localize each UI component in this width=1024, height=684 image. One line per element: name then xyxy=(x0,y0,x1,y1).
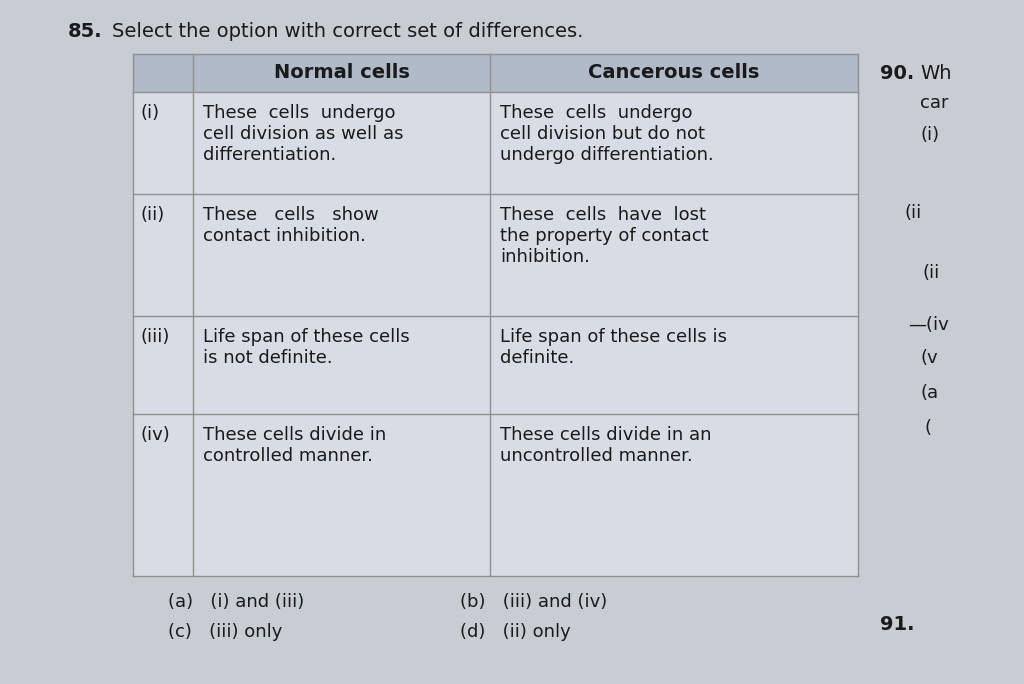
Text: Wh: Wh xyxy=(920,64,951,83)
Text: These cells divide in an
uncontrolled manner.: These cells divide in an uncontrolled ma… xyxy=(500,426,712,465)
Text: —(iv: —(iv xyxy=(908,316,949,334)
Text: These  cells  undergo
cell division but do not
undergo differentiation.: These cells undergo cell division but do… xyxy=(500,104,714,163)
Text: (i): (i) xyxy=(141,104,160,122)
Text: 91.: 91. xyxy=(880,614,914,633)
Text: (a: (a xyxy=(920,384,938,402)
Bar xyxy=(133,54,858,92)
Text: (d)   (ii) only: (d) (ii) only xyxy=(460,623,570,641)
Text: These   cells   show
contact inhibition.: These cells show contact inhibition. xyxy=(203,206,379,245)
Text: Normal cells: Normal cells xyxy=(273,64,410,83)
Text: (c)   (iii) only: (c) (iii) only xyxy=(168,623,283,641)
Text: (b)   (iii) and (iv): (b) (iii) and (iv) xyxy=(460,593,607,611)
Text: (i): (i) xyxy=(920,126,939,144)
Text: These  cells  have  lost
the property of contact
inhibition.: These cells have lost the property of co… xyxy=(500,206,709,265)
Text: car: car xyxy=(920,94,948,112)
Text: Life span of these cells is
definite.: Life span of these cells is definite. xyxy=(500,328,727,367)
Text: 85.: 85. xyxy=(68,22,102,41)
Text: (v: (v xyxy=(920,349,938,367)
Text: (ii): (ii) xyxy=(141,206,165,224)
Text: (ii: (ii xyxy=(905,204,923,222)
Text: (ii: (ii xyxy=(922,264,939,282)
Text: (iii): (iii) xyxy=(141,328,170,346)
Text: (: ( xyxy=(924,419,931,437)
Text: (a)   (i) and (iii): (a) (i) and (iii) xyxy=(168,593,304,611)
Text: 90.: 90. xyxy=(880,64,914,83)
Text: Life span of these cells
is not definite.: Life span of these cells is not definite… xyxy=(203,328,410,367)
Text: Select the option with correct set of differences.: Select the option with correct set of di… xyxy=(112,22,584,41)
Text: These  cells  undergo
cell division as well as
differentiation.: These cells undergo cell division as wel… xyxy=(203,104,403,163)
Text: (iv): (iv) xyxy=(141,426,171,444)
Bar xyxy=(133,54,858,576)
Text: These cells divide in
controlled manner.: These cells divide in controlled manner. xyxy=(203,426,386,465)
Text: Cancerous cells: Cancerous cells xyxy=(589,64,760,83)
